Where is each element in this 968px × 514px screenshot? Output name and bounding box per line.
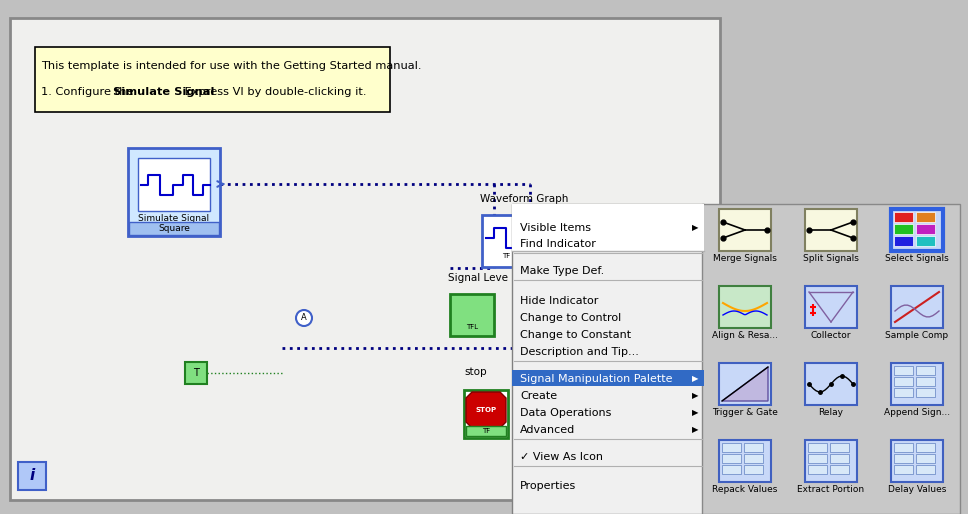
Text: ▶: ▶ <box>691 409 698 417</box>
Text: Relay: Relay <box>819 408 843 417</box>
Text: Repack Values: Repack Values <box>712 485 777 494</box>
FancyBboxPatch shape <box>702 204 960 514</box>
FancyBboxPatch shape <box>450 294 494 336</box>
Text: Find Indicator: Find Indicator <box>520 239 596 249</box>
Text: Description and Tip...: Description and Tip... <box>520 347 639 357</box>
FancyBboxPatch shape <box>512 204 704 251</box>
FancyBboxPatch shape <box>894 388 913 397</box>
Polygon shape <box>466 392 506 428</box>
FancyBboxPatch shape <box>808 454 827 463</box>
FancyBboxPatch shape <box>805 440 857 482</box>
FancyBboxPatch shape <box>916 366 935 375</box>
Text: Collector: Collector <box>811 331 851 340</box>
FancyBboxPatch shape <box>916 388 935 397</box>
Text: Simulate Signal: Simulate Signal <box>113 87 215 97</box>
FancyBboxPatch shape <box>512 370 704 386</box>
FancyBboxPatch shape <box>891 363 943 405</box>
FancyBboxPatch shape <box>722 443 741 452</box>
FancyBboxPatch shape <box>916 212 935 222</box>
Text: 1. Configure the: 1. Configure the <box>41 87 137 97</box>
Text: stop: stop <box>464 367 487 377</box>
Text: Align & Resa...: Align & Resa... <box>712 331 778 340</box>
FancyBboxPatch shape <box>464 390 508 438</box>
FancyBboxPatch shape <box>916 224 935 234</box>
Text: TFL: TFL <box>466 324 478 330</box>
FancyBboxPatch shape <box>744 454 763 463</box>
Text: This template is intended for use with the Getting Started manual.: This template is intended for use with t… <box>41 61 421 71</box>
Text: Properties: Properties <box>520 481 576 491</box>
Polygon shape <box>722 367 768 401</box>
Text: STOP: STOP <box>475 407 497 413</box>
FancyBboxPatch shape <box>18 462 46 490</box>
FancyBboxPatch shape <box>805 286 857 328</box>
Text: Append Sign...: Append Sign... <box>884 408 950 417</box>
Text: Trigger & Gate: Trigger & Gate <box>712 408 778 417</box>
Text: T: T <box>193 368 199 378</box>
FancyBboxPatch shape <box>894 224 913 234</box>
Text: Hide Indicator: Hide Indicator <box>520 296 598 306</box>
FancyBboxPatch shape <box>894 212 913 222</box>
Text: Data Operations: Data Operations <box>520 408 612 418</box>
FancyBboxPatch shape <box>830 454 849 463</box>
FancyBboxPatch shape <box>722 454 741 463</box>
Text: Make Type Def.: Make Type Def. <box>520 266 604 276</box>
FancyBboxPatch shape <box>719 363 771 405</box>
FancyBboxPatch shape <box>482 215 530 267</box>
FancyBboxPatch shape <box>916 454 935 463</box>
FancyBboxPatch shape <box>722 465 741 474</box>
FancyBboxPatch shape <box>916 236 935 246</box>
Text: Waveform Graph: Waveform Graph <box>480 194 568 204</box>
FancyBboxPatch shape <box>805 363 857 405</box>
Text: Delay Values: Delay Values <box>888 485 946 494</box>
FancyBboxPatch shape <box>719 209 771 251</box>
Text: ▶: ▶ <box>691 426 698 434</box>
FancyBboxPatch shape <box>830 443 849 452</box>
FancyBboxPatch shape <box>891 286 943 328</box>
Text: Signal Manipulation Palette: Signal Manipulation Palette <box>520 374 673 384</box>
FancyBboxPatch shape <box>744 443 763 452</box>
Text: ✓ View As Icon: ✓ View As Icon <box>520 452 603 462</box>
Text: i: i <box>29 468 35 484</box>
FancyBboxPatch shape <box>512 204 704 514</box>
Circle shape <box>296 310 312 326</box>
Text: Merge Signals: Merge Signals <box>713 254 777 263</box>
FancyBboxPatch shape <box>808 465 827 474</box>
FancyBboxPatch shape <box>894 465 913 474</box>
FancyBboxPatch shape <box>129 222 219 235</box>
FancyBboxPatch shape <box>916 465 935 474</box>
Text: ▶: ▶ <box>691 224 698 232</box>
Text: Signal Leve: Signal Leve <box>448 273 508 283</box>
Text: Create: Create <box>520 391 558 401</box>
FancyBboxPatch shape <box>916 377 935 386</box>
FancyBboxPatch shape <box>35 47 390 112</box>
Text: Change to Constant: Change to Constant <box>520 330 631 340</box>
Text: Advanced: Advanced <box>520 425 575 435</box>
FancyBboxPatch shape <box>894 443 913 452</box>
Text: Sample Comp: Sample Comp <box>886 331 949 340</box>
FancyBboxPatch shape <box>894 366 913 375</box>
Text: Select Signals: Select Signals <box>885 254 949 263</box>
FancyBboxPatch shape <box>466 426 506 436</box>
Text: Change to Control: Change to Control <box>520 313 621 323</box>
FancyBboxPatch shape <box>719 440 771 482</box>
FancyBboxPatch shape <box>894 377 913 386</box>
FancyBboxPatch shape <box>916 443 935 452</box>
FancyBboxPatch shape <box>894 236 913 246</box>
FancyBboxPatch shape <box>894 454 913 463</box>
Text: ▶: ▶ <box>691 392 698 400</box>
FancyBboxPatch shape <box>128 148 220 236</box>
FancyBboxPatch shape <box>891 209 943 251</box>
Text: Extract Portion: Extract Portion <box>798 485 864 494</box>
Text: ▶: ▶ <box>691 375 698 383</box>
FancyBboxPatch shape <box>830 465 849 474</box>
Text: TF: TF <box>501 253 510 259</box>
FancyBboxPatch shape <box>891 440 943 482</box>
FancyBboxPatch shape <box>805 209 857 251</box>
FancyBboxPatch shape <box>808 443 827 452</box>
FancyBboxPatch shape <box>744 465 763 474</box>
Text: Express VI by double-clicking it.: Express VI by double-clicking it. <box>181 87 366 97</box>
FancyBboxPatch shape <box>138 158 210 211</box>
FancyBboxPatch shape <box>10 18 720 500</box>
Text: Square: Square <box>158 224 190 233</box>
